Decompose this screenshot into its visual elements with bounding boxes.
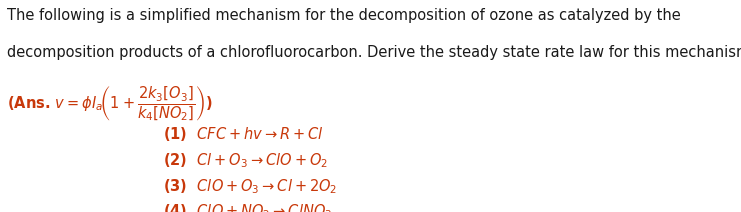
Text: (3)  $ClO + O_3 \rightarrow Cl + 2O_2$: (3) $ClO + O_3 \rightarrow Cl + 2O_2$ [163,177,337,196]
Text: The following is a simplified mechanism for the decomposition of ozone as cataly: The following is a simplified mechanism … [7,8,681,24]
Text: (Ans. $v = \phi I_a\!\left(1 + \dfrac{2k_3[O_3]}{k_4[NO_2]}\right)$): (Ans. $v = \phi I_a\!\left(1 + \dfrac{2k… [7,85,213,123]
Text: (2)  $Cl + O_3 \rightarrow ClO + O_2$: (2) $Cl + O_3 \rightarrow ClO + O_2$ [163,152,328,170]
Text: (1)  $CFC + hv \rightarrow R + Cl$: (1) $CFC + hv \rightarrow R + Cl$ [163,125,324,143]
Text: (4)  $ClO + NO_2 \rightarrow ClNO_3$: (4) $ClO + NO_2 \rightarrow ClNO_3$ [163,202,332,212]
Text: decomposition products of a chlorofluorocarbon. Derive the steady state rate law: decomposition products of a chlorofluoro… [7,45,741,60]
